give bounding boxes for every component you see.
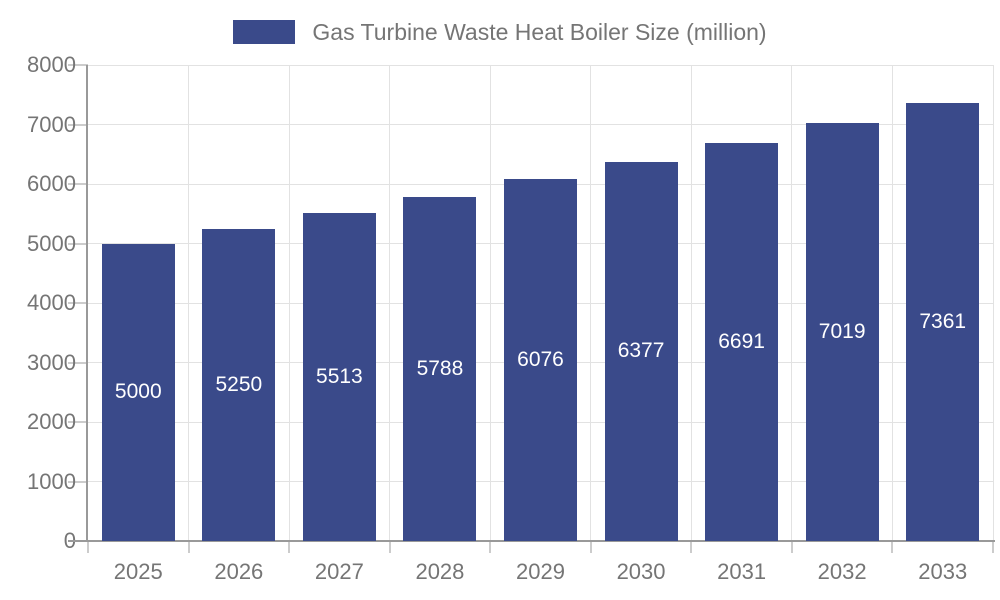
bar-2032 <box>805 123 879 541</box>
legend-label: Gas Turbine Waste Heat Boiler Size (mill… <box>312 18 767 45</box>
x-axis-label: 2026 <box>214 559 264 584</box>
x-axis-tick <box>891 541 894 553</box>
y-axis-label: 1000 <box>27 468 76 494</box>
x-axis-label: 2025 <box>113 559 163 584</box>
x-gridline <box>389 65 391 541</box>
y-gridline <box>88 124 993 125</box>
bar-2029 <box>504 179 577 541</box>
x-gridline <box>489 65 491 541</box>
y-axis-label: 5000 <box>27 230 76 256</box>
y-gridline <box>88 64 993 66</box>
x-axis-tick <box>790 541 793 553</box>
x-gridline <box>891 65 893 541</box>
y-axis-tick <box>68 302 88 304</box>
x-axis-label: 2032 <box>817 559 867 584</box>
y-axis-tick <box>68 242 88 245</box>
legend[interactable]: Gas Turbine Waste Heat Boiler Size (mill… <box>0 19 1000 45</box>
x-gridline <box>288 65 290 541</box>
x-axis-label: 2028 <box>415 559 465 584</box>
bar-2026 <box>202 228 276 541</box>
y-axis-label: 6000 <box>27 171 76 196</box>
x-axis-tick <box>992 541 994 553</box>
y-axis-tick <box>68 421 88 423</box>
x-gridline <box>690 65 692 541</box>
x-axis-label: 2029 <box>516 559 565 584</box>
x-axis-label: 2031 <box>717 559 767 584</box>
bar-2025 <box>101 243 175 541</box>
bar-2027 <box>302 212 376 541</box>
x-gridline <box>791 65 793 541</box>
y-axis-label: 0 <box>63 528 76 553</box>
x-axis-tick <box>589 541 592 553</box>
y-axis-label: 8000 <box>27 52 76 77</box>
x-axis-tick <box>288 541 291 553</box>
x-axis-line <box>68 540 995 542</box>
x-axis-tick <box>489 541 492 553</box>
y-axis-label: 2000 <box>27 409 76 434</box>
y-axis-label: 3000 <box>27 349 76 375</box>
x-axis-tick <box>388 541 391 553</box>
x-axis-tick <box>87 541 89 553</box>
y-axis-tick <box>68 123 88 126</box>
x-axis-label: 2033 <box>918 559 968 584</box>
y-axis-tick <box>68 183 88 185</box>
y-axis-label: 4000 <box>27 290 76 315</box>
y-axis-tick <box>68 480 88 483</box>
bar-2028 <box>403 196 477 541</box>
x-axis-label: 2030 <box>616 559 666 584</box>
legend-swatch-icon <box>233 20 296 44</box>
x-gridline <box>188 65 190 541</box>
y-axis-line <box>86 65 88 541</box>
x-axis-tick <box>187 541 190 553</box>
bar-2030 <box>604 161 678 541</box>
bar-2033 <box>906 103 980 541</box>
y-axis-label: 7000 <box>27 111 76 137</box>
bar-2031 <box>705 142 779 541</box>
y-axis-tick <box>68 64 88 66</box>
y-axis-tick <box>68 361 88 364</box>
x-gridline <box>992 65 994 541</box>
x-axis-tick <box>690 541 693 553</box>
x-axis-label: 2027 <box>314 559 364 584</box>
x-gridline <box>590 65 592 541</box>
